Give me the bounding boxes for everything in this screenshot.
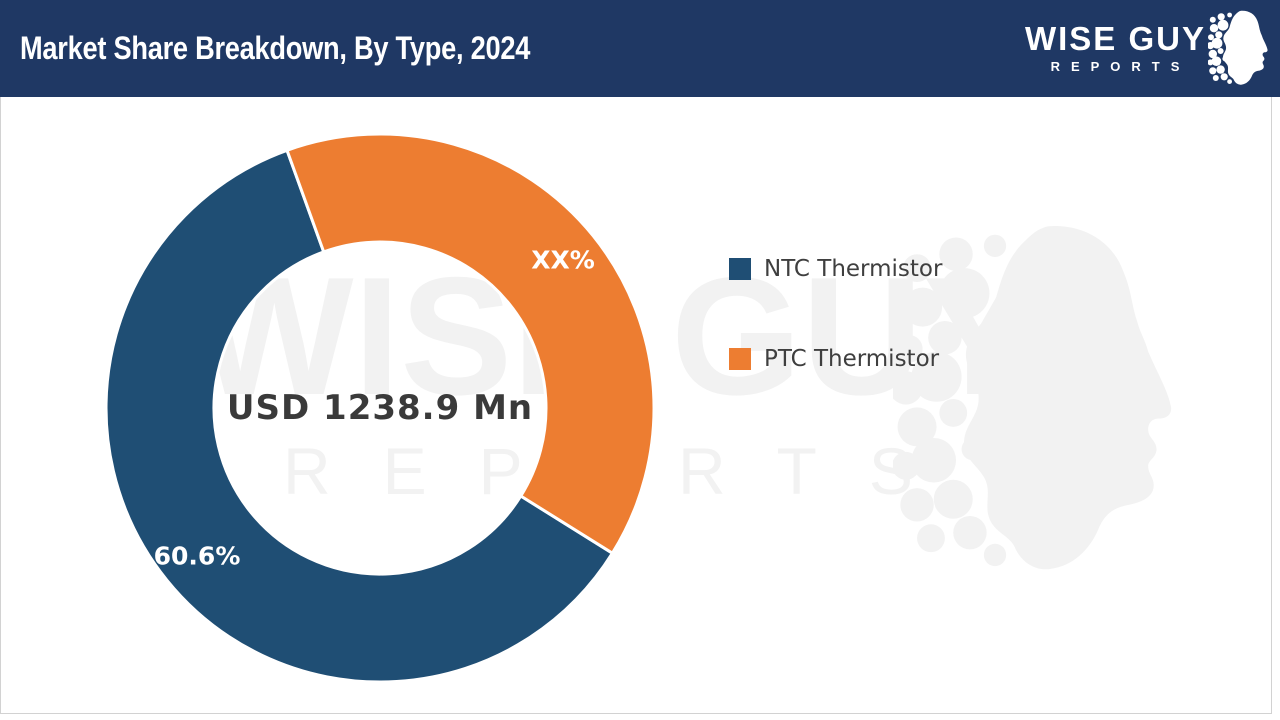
donut-segment-ntc-thermistor — [104, 148, 614, 684]
header-bar: Market Share Breakdown, By Type, 2024 WI… — [0, 0, 1280, 97]
legend-item-ptc-thermistor: PTC Thermistor — [729, 346, 942, 372]
legend-label-ntc-thermistor: NTC Thermistor — [764, 256, 943, 282]
legend-item-ntc-thermistor: NTC Thermistor — [729, 256, 942, 282]
legend-swatch-ptc-thermistor — [729, 348, 751, 370]
logo-tagline: REPORTS — [1050, 59, 1191, 75]
slice-label-ntc-thermistor: 60.6% — [153, 541, 241, 571]
logo-wordmark-block: WISE GUY REPORTS — [1024, 19, 1206, 75]
chart-legend: NTC Thermistor PTC Thermistor — [729, 256, 942, 372]
donut-chart: USD 1238.9 Mn 60.6% XX% — [103, 131, 657, 685]
chart-center-value: USD 1238.9 Mn — [226, 388, 534, 428]
donut-rings — [104, 132, 656, 684]
wise-guy-logo: WISE GUY REPORTS — [1025, 6, 1268, 90]
legend-swatch-ntc-thermistor — [729, 258, 751, 280]
donut-segment-ptc-thermistor — [285, 132, 656, 555]
slice-label-ptc-thermistor: XX% — [531, 245, 595, 275]
logo-face-icon — [1208, 10, 1268, 85]
page-title: Market Share Breakdown, By Type, 2024 — [20, 30, 531, 66]
legend-label-ptc-thermistor: PTC Thermistor — [764, 346, 940, 372]
logo-wordmark: WISE GUY — [1024, 19, 1206, 57]
